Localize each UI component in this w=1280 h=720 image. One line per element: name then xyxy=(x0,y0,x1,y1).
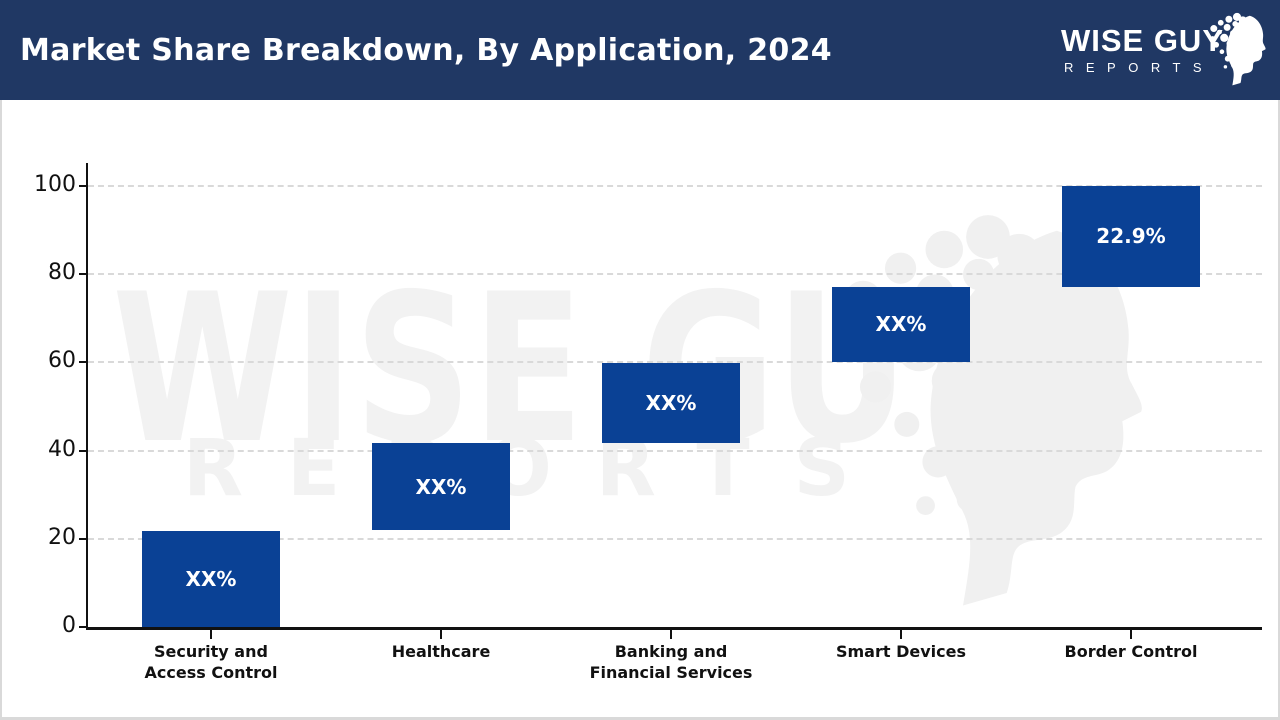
bar-value-label: XX% xyxy=(645,390,697,415)
bar-banking-and-financial-services: XX% xyxy=(602,362,740,444)
bar-border-control: 22.9% xyxy=(1062,186,1200,287)
category-label-1: Healthcare xyxy=(391,642,491,661)
y-tick-mark-0 xyxy=(79,626,87,628)
page-left-border xyxy=(0,100,2,720)
y-tick-mark-60 xyxy=(79,361,87,364)
gridline-40 xyxy=(88,449,1262,452)
logo-line1: WISE GUY xyxy=(1060,23,1224,58)
category-label-3: Smart Devices xyxy=(835,642,966,661)
x-tick-mark-4 xyxy=(1130,630,1132,639)
y-axis-line xyxy=(86,163,88,629)
page-right-border xyxy=(1278,100,1280,720)
category-label-0: Security and Access Control xyxy=(144,642,278,682)
x-tick-mark-1 xyxy=(440,630,442,639)
bar-value-label: XX% xyxy=(185,566,237,591)
dotted-head-profile-icon xyxy=(1210,12,1266,86)
bar-value-label: XX% xyxy=(415,474,467,499)
y-tick-label-0: 0 xyxy=(62,613,76,638)
y-tick-label-100: 100 xyxy=(34,172,76,197)
gridline-60 xyxy=(88,361,1262,364)
y-tick-label-20: 20 xyxy=(48,524,76,550)
wise-guy-reports-logo: WISE GUY REPORTS xyxy=(1061,8,1266,92)
header-bar: Market Share Breakdown, By Application, … xyxy=(0,0,1280,100)
bar-value-label: 22.9% xyxy=(1096,224,1166,249)
x-tick-mark-0 xyxy=(210,630,212,639)
y-tick-mark-20 xyxy=(79,537,87,540)
y-tick-mark-40 xyxy=(79,449,87,452)
x-tick-mark-2 xyxy=(670,630,672,639)
bar-security-and-access-control: XX% xyxy=(142,530,280,627)
bar-healthcare: XX% xyxy=(372,443,510,531)
logo-text: WISE GUY REPORTS xyxy=(1060,23,1224,76)
chart-title: Market Share Breakdown, By Application, … xyxy=(20,32,832,68)
page-bottom-border xyxy=(0,717,1280,720)
category-label-2: Banking and Financial Services xyxy=(589,642,753,682)
y-tick-label-60: 60 xyxy=(48,348,76,374)
gridline-20 xyxy=(88,537,1262,540)
bar-value-label: XX% xyxy=(875,312,927,337)
category-label-4: Border Control xyxy=(1064,642,1198,661)
y-tick-label-40: 40 xyxy=(48,436,76,462)
x-tick-mark-3 xyxy=(900,630,902,639)
x-axis-line xyxy=(86,627,1262,630)
y-tick-mark-100 xyxy=(79,185,87,187)
chart-plot-area: 0 20 40 60 80 100 XX% Security and Access Contro… xyxy=(0,100,1280,720)
y-tick-label-80: 80 xyxy=(48,260,76,286)
logo-line2: REPORTS xyxy=(1063,60,1215,75)
gridline-100 xyxy=(88,185,1262,187)
bar-smart-devices: XX% xyxy=(832,287,970,362)
y-tick-mark-80 xyxy=(79,273,87,276)
gridline-80 xyxy=(88,273,1262,276)
